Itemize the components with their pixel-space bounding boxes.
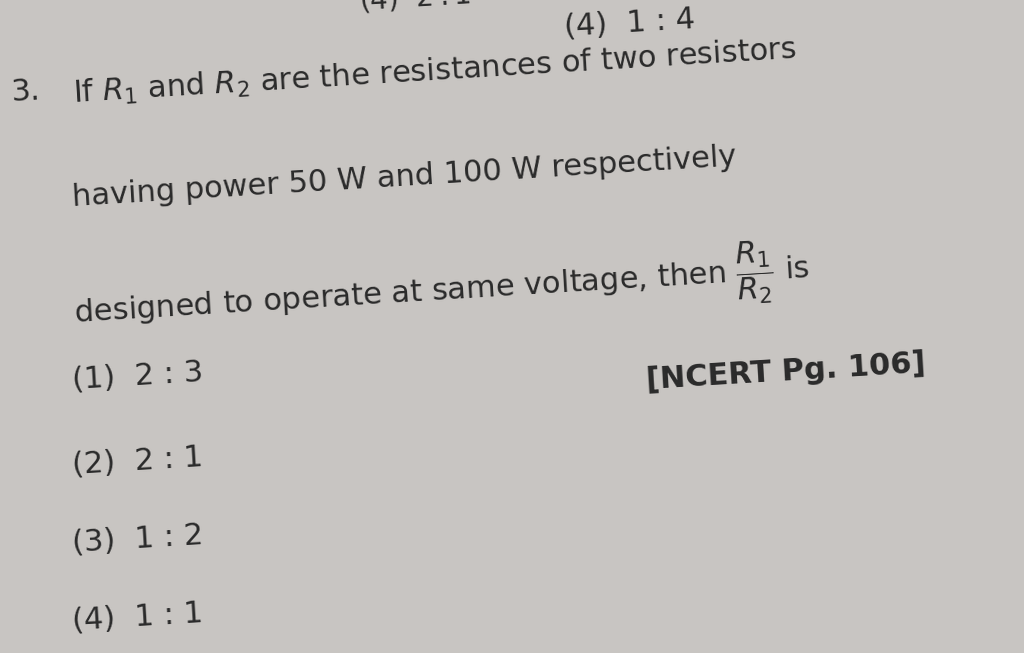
Text: 3.: 3. (10, 76, 41, 107)
Text: (4)  1 : 1: (4) 1 : 1 (72, 599, 205, 636)
Text: [NCERT Pg. 106]: [NCERT Pg. 106] (645, 349, 927, 394)
Text: (2)  2 : 1: (2) 2 : 1 (72, 443, 205, 479)
Text: (3)  1 : 2: (3) 1 : 2 (72, 521, 205, 558)
Text: (4)  1 : 4: (4) 1 : 4 (563, 5, 696, 42)
Text: having power 50 W and 100 W respectively: having power 50 W and 100 W respectively (72, 142, 737, 212)
Text: designed to operate at same voltage, then $\dfrac{R_1}{R_2}$ is: designed to operate at same voltage, the… (72, 236, 812, 349)
Text: If $R_1$ and $R_2$ are the resistances of two resistors: If $R_1$ and $R_2$ are the resistances o… (72, 34, 797, 110)
Text: (4)  $2:1$: (4) $2:1$ (358, 0, 472, 16)
Text: (1)  2 : 3: (1) 2 : 3 (72, 358, 205, 394)
